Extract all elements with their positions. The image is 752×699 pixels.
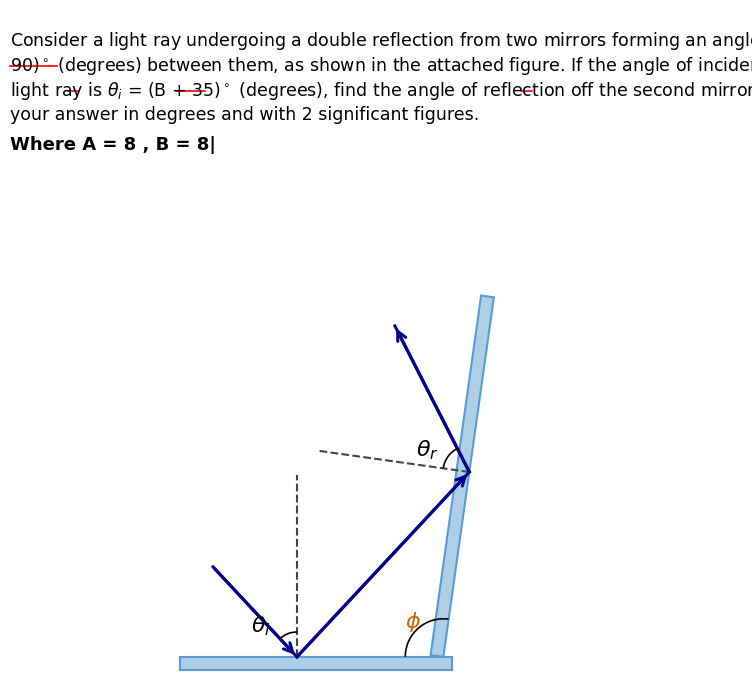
Text: $\theta_i$: $\theta_i$ xyxy=(250,614,271,638)
Text: $\theta_r$: $\theta_r$ xyxy=(416,438,438,461)
Text: $\phi$: $\phi$ xyxy=(405,610,421,635)
Polygon shape xyxy=(431,296,494,657)
Text: light ray is $\theta_i$ = (B + 35)$^\circ$ (degrees), find the angle of reflecti: light ray is $\theta_i$ = (B + 35)$^\cir… xyxy=(10,80,752,102)
Polygon shape xyxy=(180,657,452,670)
Text: 90)$^\circ$ (degrees) between them, as shown in the attached figure. If the angl: 90)$^\circ$ (degrees) between them, as s… xyxy=(10,55,752,77)
Text: Consider a light ray undergoing a double reflection from two mirrors forming an : Consider a light ray undergoing a double… xyxy=(10,30,752,52)
Text: your answer in degrees and with 2 significant figures.: your answer in degrees and with 2 signif… xyxy=(10,106,479,124)
Text: Where A = 8 , B = 8|: Where A = 8 , B = 8| xyxy=(10,136,216,154)
